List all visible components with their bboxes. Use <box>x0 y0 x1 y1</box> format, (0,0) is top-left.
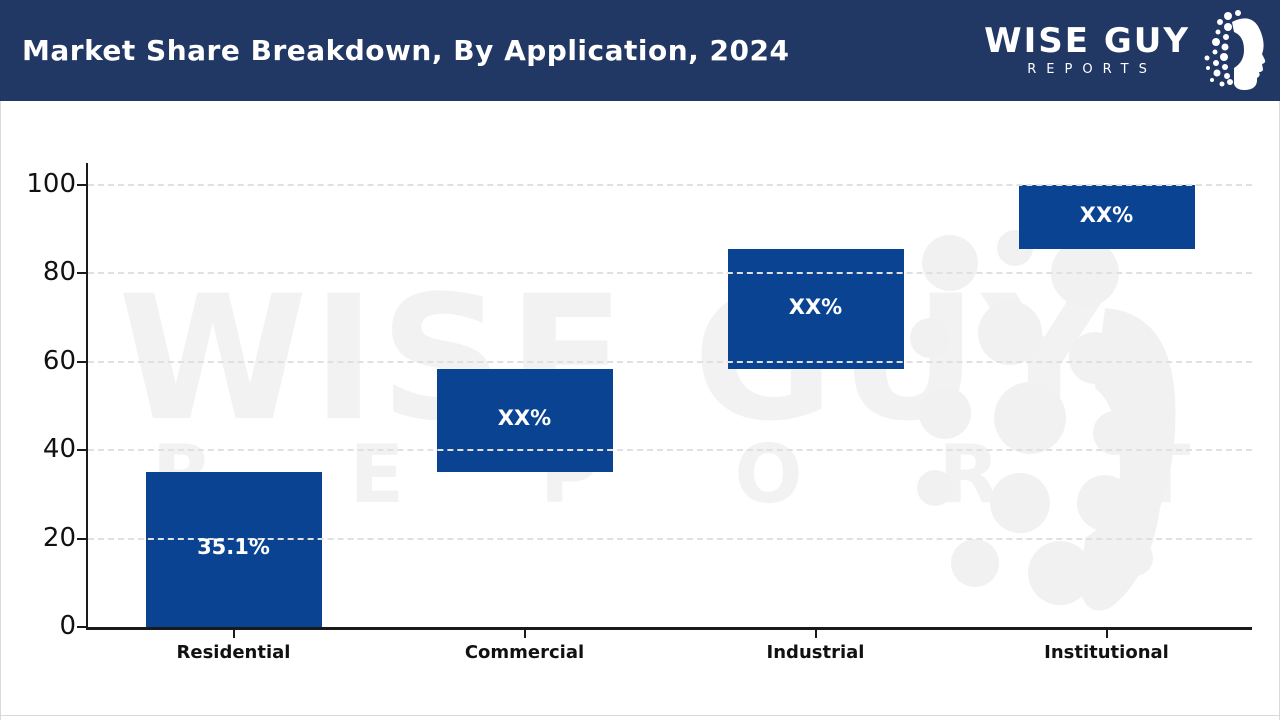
gridline-80 <box>88 272 1252 275</box>
chart-title: Market Share Breakdown, By Application, … <box>22 34 790 67</box>
y-tick-label: 40 <box>42 434 76 465</box>
y-tick-label: 0 <box>59 611 76 641</box>
x-tick-mark <box>232 630 235 638</box>
gridline-20 <box>88 537 1252 540</box>
y-tick-label: 20 <box>42 522 76 553</box>
y-tick-label: 100 <box>26 169 76 199</box>
bar-value-label: XX% <box>788 294 843 319</box>
brand-logo: WISE GUY REPORTS <box>984 6 1266 94</box>
y-tick-mark <box>77 184 86 186</box>
bar-value-label: 35.1% <box>197 535 270 560</box>
brand-logo-text: WISE GUY REPORTS <box>984 21 1190 77</box>
bar-value-label: XX% <box>497 406 552 431</box>
x-axis-line <box>86 627 1252 630</box>
x-category-label: Industrial <box>766 642 865 663</box>
bar-residential <box>145 471 322 627</box>
x-tick-mark <box>814 630 817 638</box>
page-border-bottom <box>0 715 1280 716</box>
gridline-40 <box>88 449 1252 452</box>
bar-value-label: XX% <box>1079 203 1134 228</box>
chart-area: 0 20 40 60 80 100 35.1% Residential XX% Commercia… <box>0 101 1280 720</box>
x-category-label: Commercial <box>464 642 585 663</box>
y-tick-label: 60 <box>42 345 76 376</box>
page-border-left <box>0 101 1 720</box>
gridline-60 <box>88 360 1252 363</box>
gridline-100 <box>88 184 1252 186</box>
y-tick-mark <box>77 360 86 363</box>
brand-subtitle: REPORTS <box>1027 61 1157 77</box>
x-tick-mark <box>523 630 526 638</box>
brand-name: WISE GUY <box>984 21 1190 62</box>
header-bar: Market Share Breakdown, By Application, … <box>0 0 1280 101</box>
bar-institutional <box>1018 185 1195 250</box>
bar-industrial <box>727 249 904 369</box>
wise-guy-face-icon <box>1204 10 1266 90</box>
y-tick-mark <box>77 449 86 452</box>
watermark-face-icon <box>910 230 1176 611</box>
y-axis-line <box>86 163 88 629</box>
y-tick-mark <box>77 537 86 540</box>
y-tick-mark <box>77 626 86 628</box>
y-tick-label: 80 <box>42 257 76 288</box>
x-category-label: Institutional <box>1044 642 1169 663</box>
y-tick-mark <box>77 272 86 275</box>
x-tick-mark <box>1105 630 1108 638</box>
bar-commercial <box>436 368 613 472</box>
x-category-label: Residential <box>176 642 291 663</box>
